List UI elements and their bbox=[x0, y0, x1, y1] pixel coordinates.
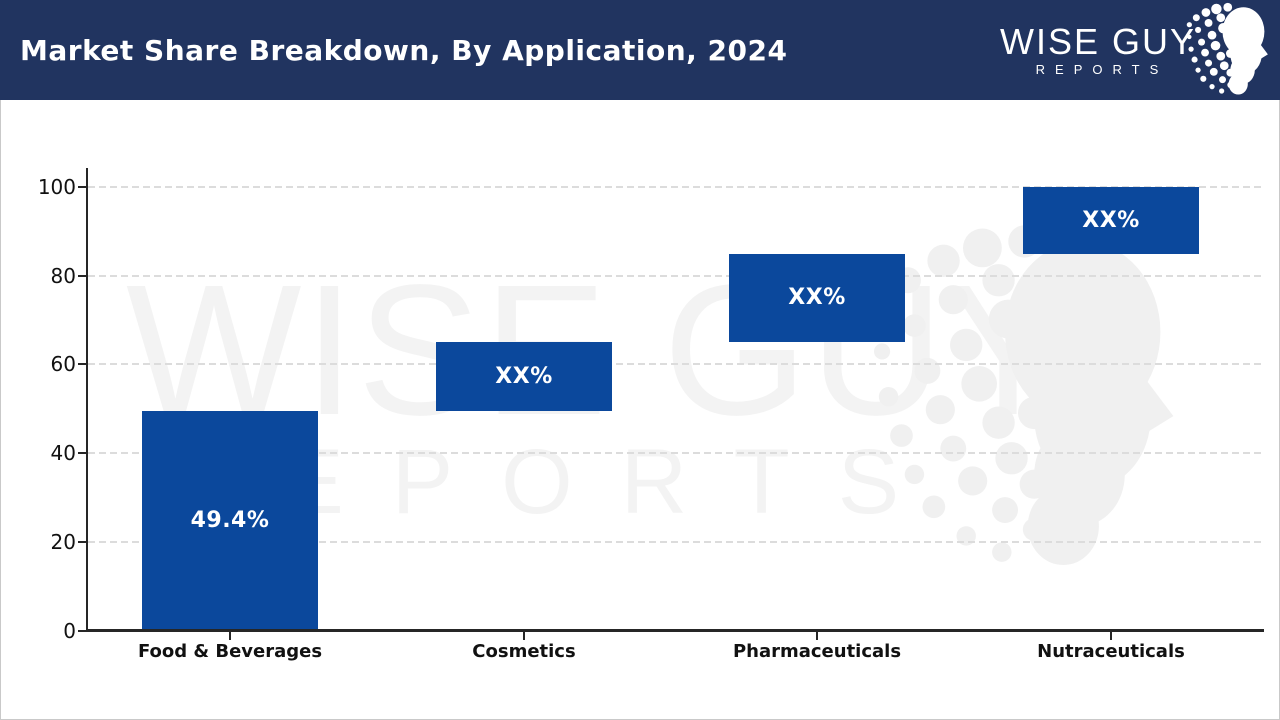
bar-food-beverages: 49.4% bbox=[142, 411, 318, 631]
gridline-y-100 bbox=[88, 186, 1262, 188]
y-axis-tick bbox=[78, 540, 86, 543]
y-axis-tick-label: 40 bbox=[50, 441, 76, 466]
bar-value-label: XX% bbox=[788, 285, 846, 311]
bar-value-label: XX% bbox=[1082, 207, 1140, 233]
gridline-y-40 bbox=[88, 452, 1262, 455]
y-axis-tick bbox=[78, 274, 86, 277]
x-axis-category-label: Nutraceuticals bbox=[1037, 641, 1185, 662]
bar-value-label: 49.4% bbox=[190, 508, 270, 534]
bar-nutraceuticals: XX% bbox=[1023, 187, 1199, 254]
x-axis-category-label: Food & Beverages bbox=[137, 641, 323, 662]
gridline-y-80 bbox=[88, 274, 1262, 277]
header-bar: Market Share Breakdown, By Application, … bbox=[0, 0, 1280, 100]
gridline-y-20 bbox=[88, 540, 1262, 543]
x-axis-line bbox=[86, 629, 1264, 632]
watermark-dotted-face-icon bbox=[872, 225, 1174, 566]
x-axis-tick bbox=[523, 632, 525, 640]
brand-logo: WISE GUY REPORTS bbox=[1000, 0, 1272, 100]
brand-wordmark-line2: REPORTS bbox=[1035, 62, 1169, 77]
page-title: Market Share Breakdown, By Application, … bbox=[20, 33, 788, 67]
x-axis-category-label: Pharmaceuticals bbox=[732, 641, 902, 662]
bar-value-label: XX% bbox=[495, 364, 553, 390]
x-axis-tick bbox=[1110, 632, 1112, 640]
y-axis-tick-label: 20 bbox=[50, 529, 76, 554]
x-axis-tick bbox=[816, 632, 818, 640]
y-axis-tick-label: 60 bbox=[50, 352, 76, 377]
y-axis-tick bbox=[78, 629, 86, 632]
y-axis-tick bbox=[78, 452, 86, 455]
dotted-face-profile-icon bbox=[1186, 2, 1268, 95]
y-axis-tick-label: 0 bbox=[63, 618, 76, 643]
brand-wordmark: WISE GUY REPORTS bbox=[999, 21, 1196, 77]
y-axis-tick-label: 100 bbox=[37, 175, 76, 199]
gridline-y-60 bbox=[88, 363, 1262, 366]
y-axis-line bbox=[86, 168, 88, 632]
brand-wordmark-line1: WISE GUY bbox=[999, 21, 1196, 62]
x-axis-category-label: Cosmetics bbox=[472, 641, 576, 662]
x-axis-tick bbox=[229, 632, 231, 640]
y-axis-tick bbox=[78, 186, 86, 188]
bar-cosmetics: XX% bbox=[436, 342, 612, 412]
y-axis-tick bbox=[78, 363, 86, 366]
y-axis-tick-label: 80 bbox=[50, 263, 76, 288]
bar-pharmaceuticals: XX% bbox=[729, 253, 905, 343]
